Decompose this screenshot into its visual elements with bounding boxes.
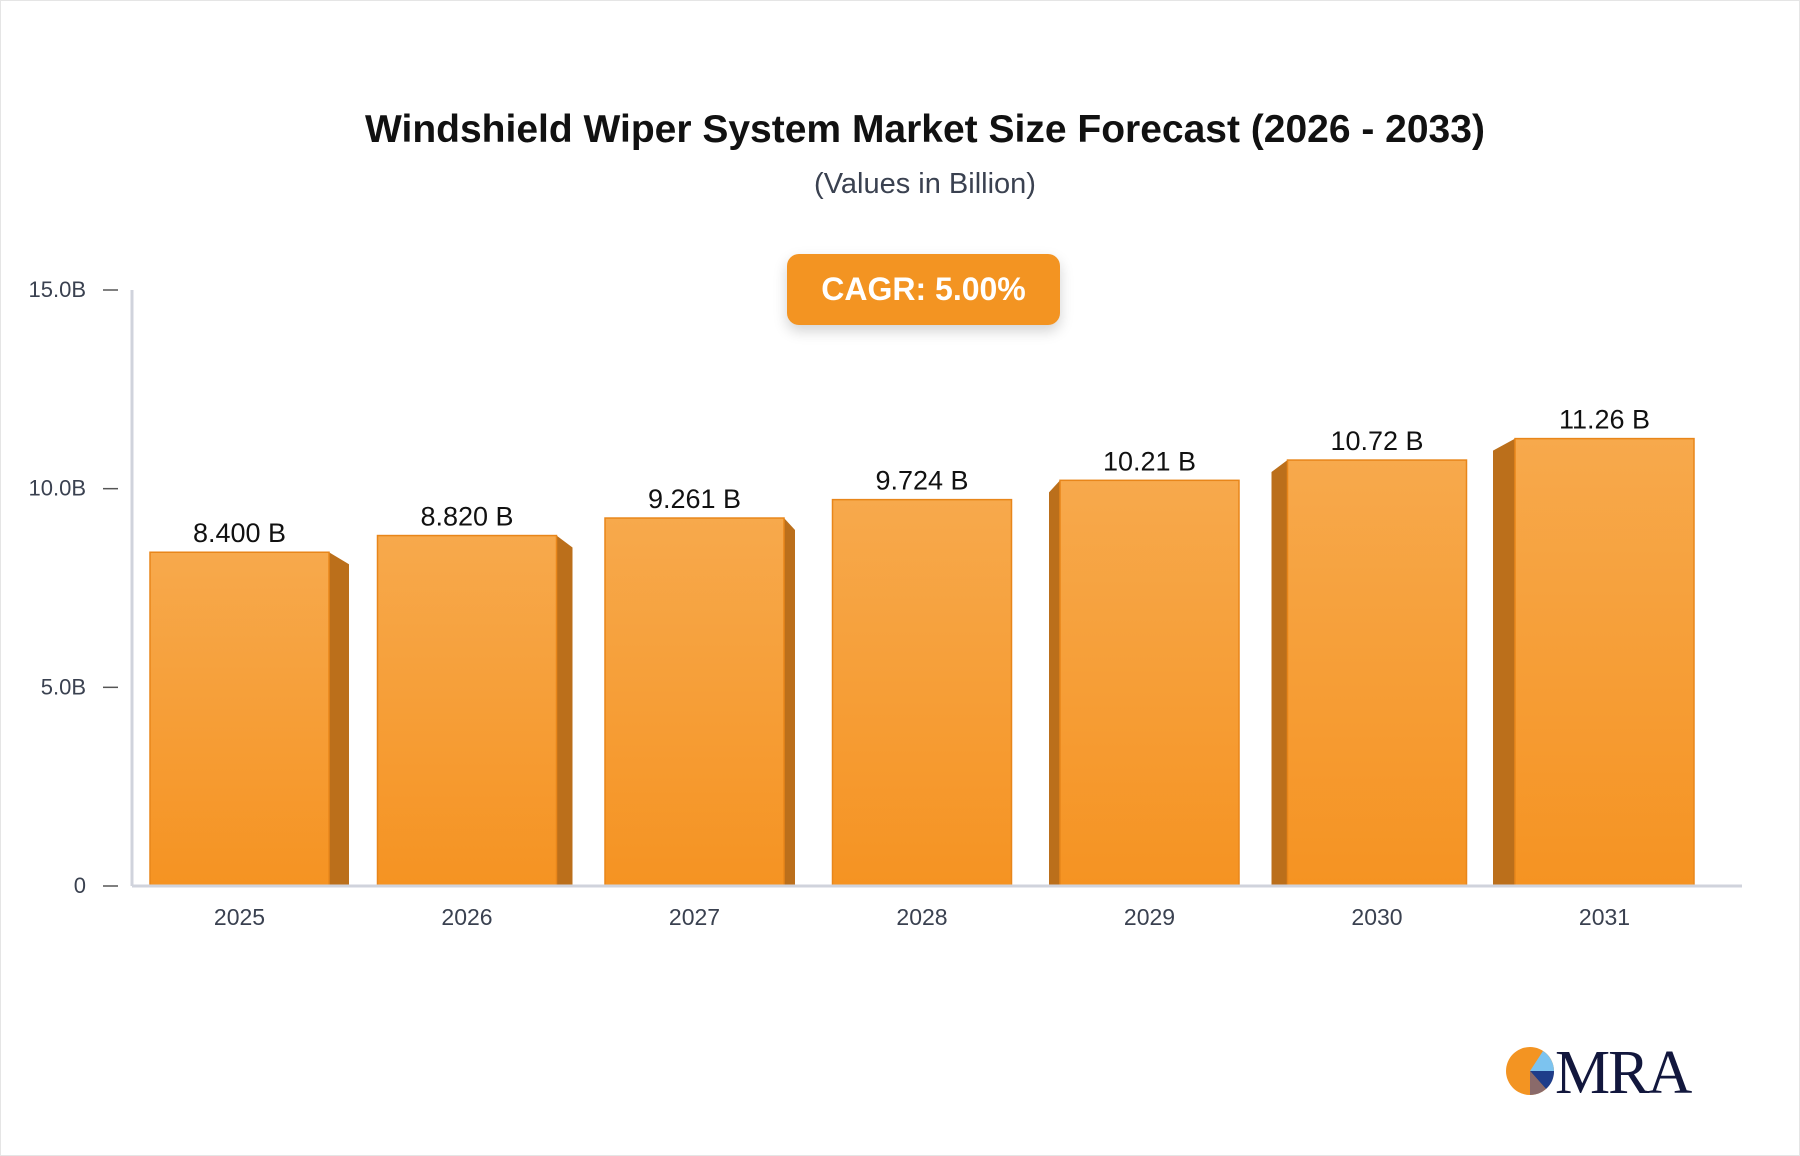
bar-2025 bbox=[149, 551, 330, 887]
bar-2028 bbox=[831, 498, 1013, 887]
pie-logo-icon bbox=[1506, 1047, 1555, 1096]
y-tick-label: 5.0B bbox=[41, 674, 86, 699]
bar-value-label: 10.21 B bbox=[1103, 446, 1196, 476]
bar-value-label: 11.26 B bbox=[1559, 405, 1650, 435]
bar-side bbox=[556, 535, 573, 886]
x-tick-label: 2028 bbox=[896, 904, 947, 930]
bar-2029 bbox=[1059, 479, 1240, 887]
x-tick-label: 2030 bbox=[1351, 904, 1402, 930]
logo-text: MRA bbox=[1555, 1039, 1692, 1107]
y-tick-label: 10.0B bbox=[29, 476, 87, 501]
chart-subtitle: (Values in Billion) bbox=[814, 168, 1036, 200]
x-tick-label: 2027 bbox=[669, 904, 720, 930]
y-tick-label: 15.0B bbox=[29, 277, 87, 302]
bar-side bbox=[1049, 480, 1060, 886]
mra-logo: MRA bbox=[1505, 1039, 1695, 1107]
bar-2031 bbox=[1514, 437, 1695, 887]
bar-value-label: 9.261 B bbox=[648, 484, 741, 514]
bar-value-label: 9.724 B bbox=[875, 466, 968, 496]
bar-value-label: 8.820 B bbox=[420, 502, 513, 532]
bar-2026 bbox=[376, 534, 558, 887]
bar-side bbox=[1493, 438, 1515, 886]
bar-side bbox=[329, 552, 349, 886]
bar-value-label: 10.72 B bbox=[1330, 426, 1423, 456]
bar-value-label: 8.400 B bbox=[193, 518, 286, 548]
cagr-badge: CAGR: 5.00% bbox=[787, 254, 1060, 325]
bar-side bbox=[1271, 460, 1288, 886]
bar-side bbox=[784, 518, 795, 886]
bar-2027 bbox=[604, 517, 785, 887]
y-tick-label: 0 bbox=[74, 873, 86, 898]
x-tick-label: 2031 bbox=[1579, 904, 1630, 930]
x-tick-label: 2029 bbox=[1124, 904, 1175, 930]
x-tick-label: 2025 bbox=[214, 904, 265, 930]
chart-title: Windshield Wiper System Market Size Fore… bbox=[365, 108, 1485, 151]
bar-2030 bbox=[1286, 459, 1468, 887]
x-tick-label: 2026 bbox=[441, 904, 492, 930]
